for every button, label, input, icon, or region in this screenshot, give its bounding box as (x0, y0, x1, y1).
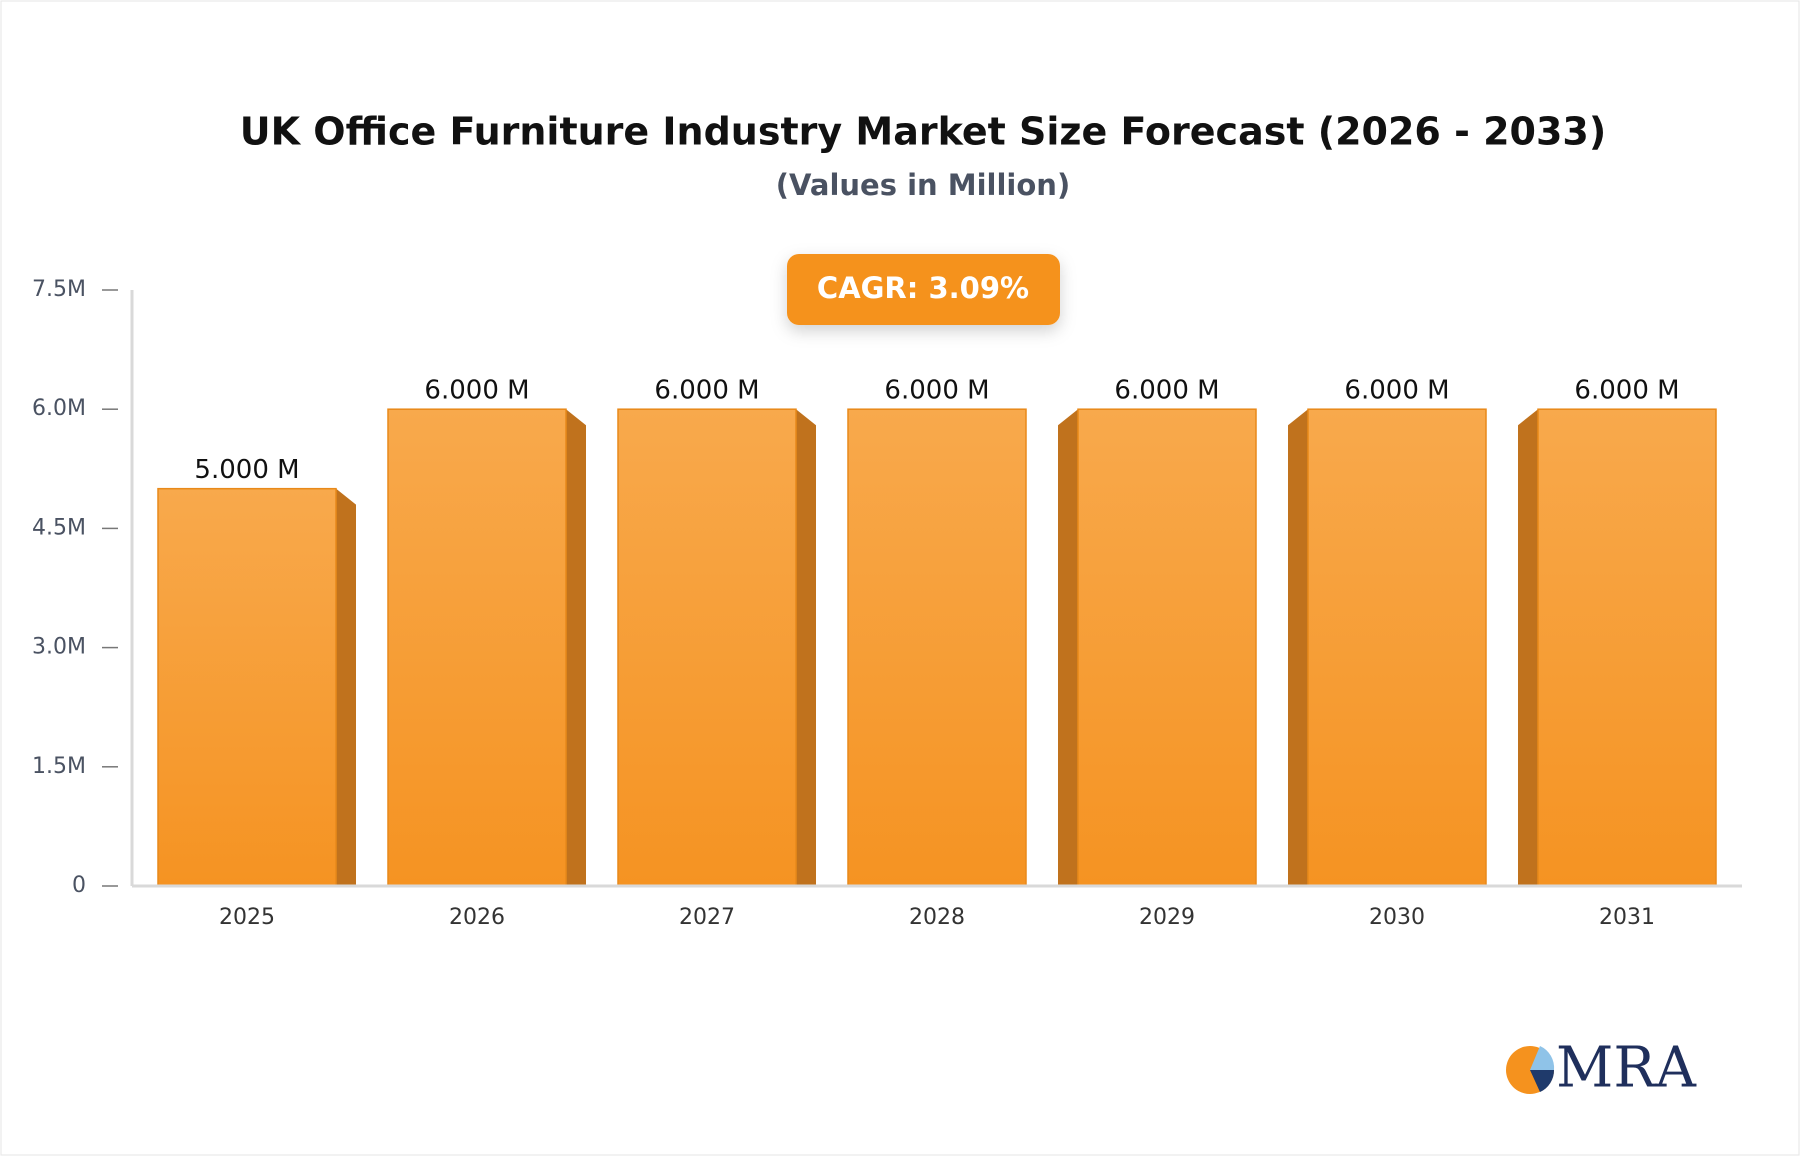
bar-side (566, 409, 586, 886)
value-label: 6.000 M (1114, 376, 1219, 406)
x-tick-label: 2026 (449, 905, 505, 930)
y-tick-label: 7.5M (32, 277, 86, 302)
logo-icon-slice (1530, 1046, 1555, 1070)
value-label: 6.000 M (1344, 376, 1449, 406)
x-tick-label: 2030 (1369, 905, 1425, 930)
bar (847, 408, 1027, 887)
cagr-label: CAGR: 3.09% (817, 271, 1029, 305)
bar (1307, 408, 1487, 887)
x-tick-label: 2025 (219, 905, 275, 930)
chart-title: UK Office Furniture Industry Market Size… (240, 110, 1606, 154)
y-tick-label: 3.0M (32, 635, 86, 660)
bar-side (796, 409, 816, 886)
bar-side (336, 488, 356, 886)
logo-icon-slice (1530, 1070, 1555, 1092)
x-tick-label: 2028 (909, 905, 965, 930)
logo: MRA (1506, 1036, 1697, 1101)
y-tick-label: 6.0M (32, 396, 86, 421)
value-label: 5.000 M (194, 455, 299, 485)
logo-text: MRA (1556, 1036, 1697, 1101)
x-tick-label: 2031 (1599, 905, 1655, 930)
value-label: 6.000 M (1574, 376, 1679, 406)
bar-side (1518, 409, 1538, 886)
bar (387, 408, 567, 887)
bar (1077, 408, 1257, 887)
cagr-badge (787, 254, 1060, 325)
bar (617, 408, 797, 887)
bar-side (1058, 409, 1078, 886)
value-label: 6.000 M (424, 376, 529, 406)
x-tick-label: 2029 (1139, 905, 1195, 930)
value-label: 6.000 M (884, 376, 989, 406)
bar-side (1288, 409, 1308, 886)
value-label: 6.000 M (654, 376, 759, 406)
x-tick-label: 2027 (679, 905, 735, 930)
bar (1537, 408, 1717, 887)
chart-subtitle: (Values in Million) (776, 168, 1070, 202)
bar (157, 487, 337, 887)
y-tick-label: 0 (72, 873, 86, 898)
y-tick-label: 1.5M (32, 754, 86, 779)
y-tick-label: 4.5M (32, 515, 86, 540)
